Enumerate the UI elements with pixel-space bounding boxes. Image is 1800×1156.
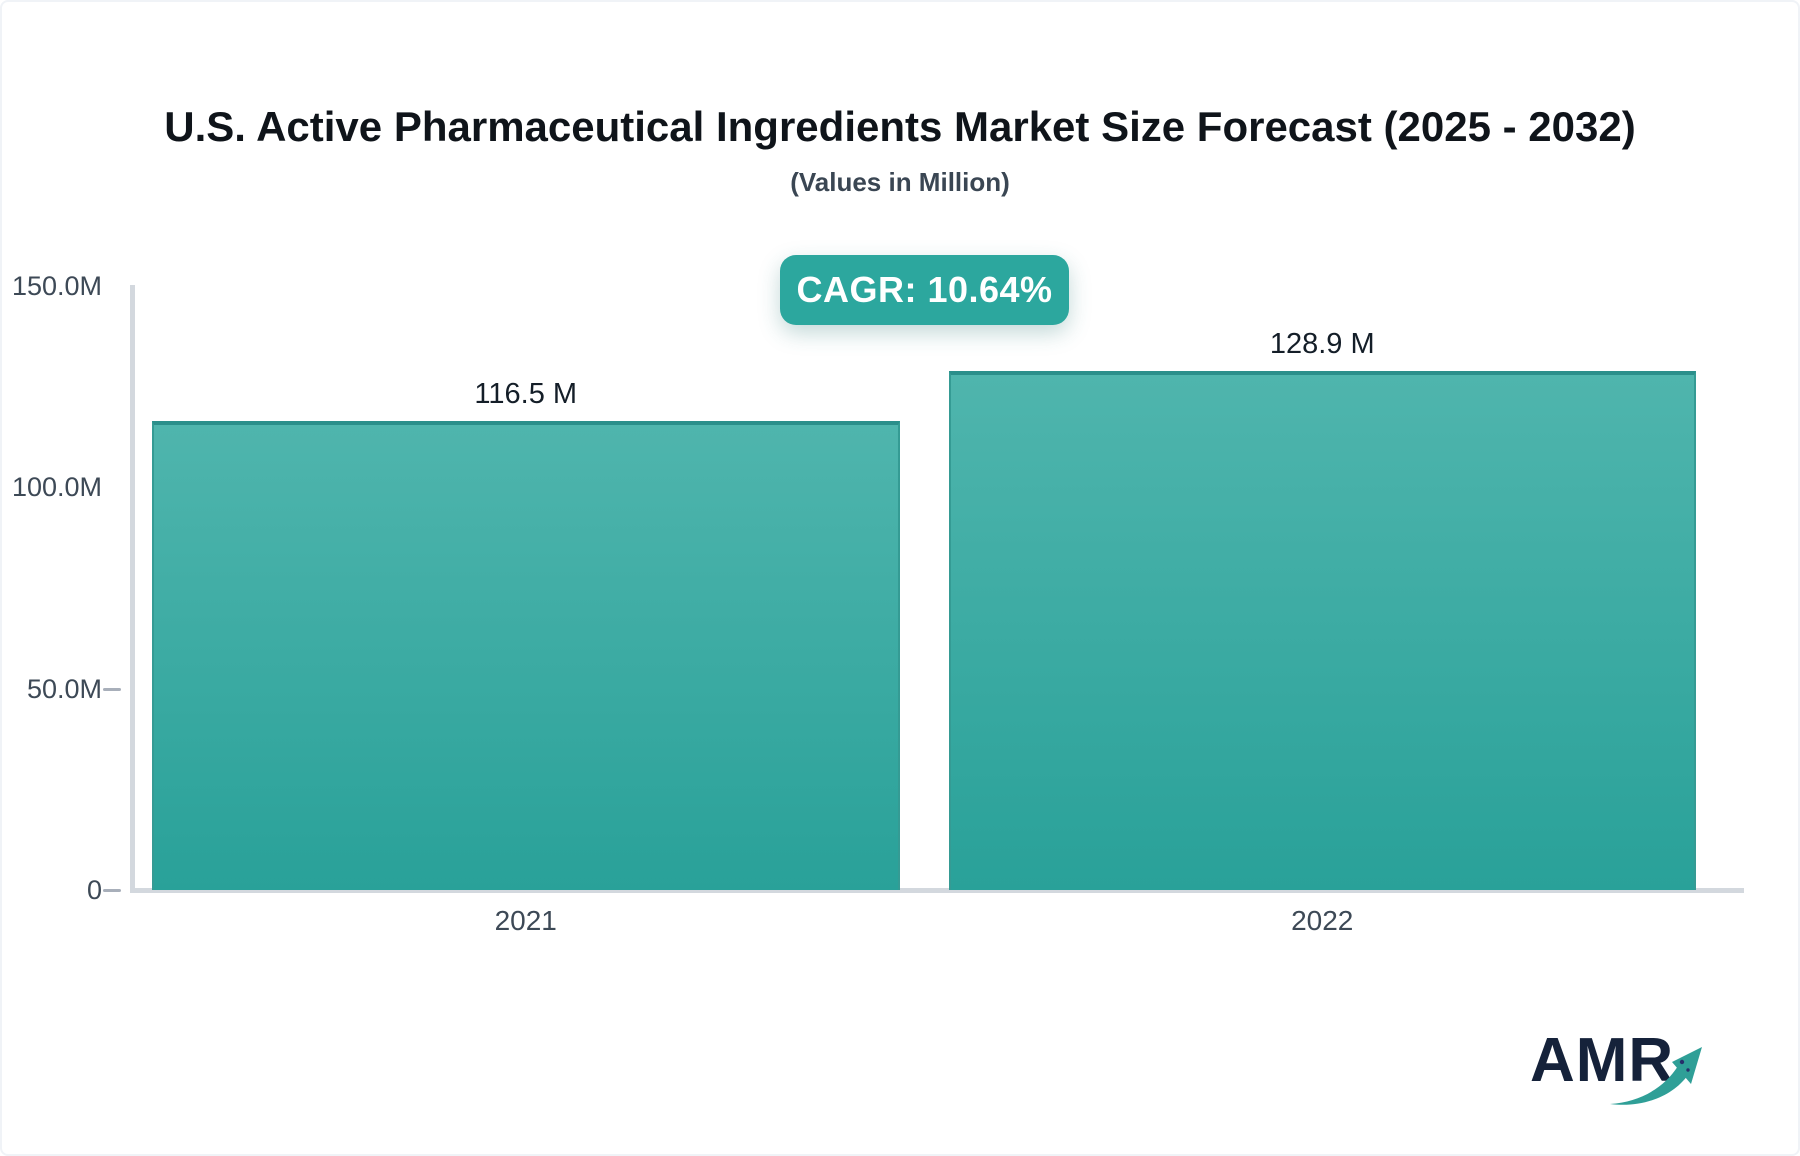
y-tick-label: 100.0M [11,472,102,502]
x-tick-label: 2022 [1291,905,1354,936]
x-axis-line [130,888,1744,893]
amr-logo-text: AMR [1530,1026,1675,1095]
bar-2021 [152,420,900,890]
y-axis-line [130,285,135,893]
y-tick-label: 150.0M [11,270,102,301]
bar-2022 [948,370,1696,890]
y-tick-label: 50.0M [26,673,102,704]
page-subtitle: (Values in Million) [790,167,1010,197]
growth-arrow-icon [1610,1047,1702,1105]
cagr-badge: CAGR: 10.64% [780,255,1069,325]
bar-value-label: 116.5 M [474,377,578,410]
y-tick-label: 0 [86,875,102,905]
y-tick-mark [103,687,121,691]
page-title: U.S. Active Pharmaceutical Ingredients M… [164,103,1636,150]
y-tick-mark [103,889,121,892]
bar-value-label: 128.9 M [1269,327,1375,360]
x-tick-label: 2021 [494,905,557,936]
